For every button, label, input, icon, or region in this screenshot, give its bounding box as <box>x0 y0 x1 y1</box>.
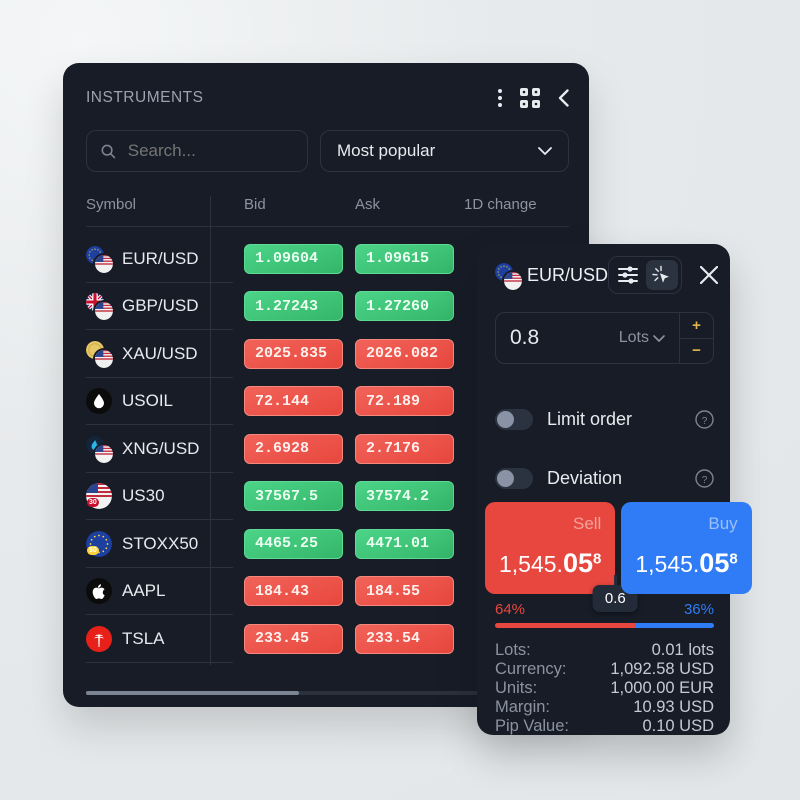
svg-text:?: ? <box>702 416 708 427</box>
svg-text:?: ? <box>702 475 708 486</box>
